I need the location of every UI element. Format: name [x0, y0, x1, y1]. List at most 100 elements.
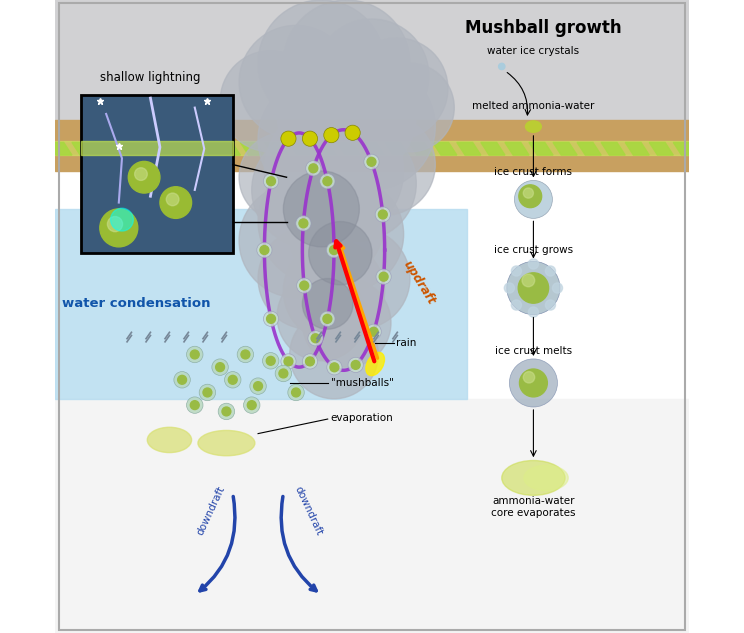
Circle shape — [519, 185, 542, 208]
Circle shape — [306, 161, 321, 176]
Circle shape — [111, 208, 133, 231]
Bar — [56, 399, 688, 633]
Text: ice crust grows: ice crust grows — [494, 245, 573, 255]
Bar — [56, 0, 688, 127]
Circle shape — [545, 300, 556, 310]
Polygon shape — [697, 142, 722, 155]
Polygon shape — [48, 142, 72, 155]
Circle shape — [128, 161, 160, 193]
Circle shape — [264, 101, 404, 241]
Polygon shape — [312, 142, 336, 155]
Circle shape — [514, 180, 552, 218]
Text: Mushball growth: Mushball growth — [464, 20, 621, 37]
Circle shape — [334, 114, 435, 215]
Polygon shape — [601, 142, 625, 155]
Circle shape — [187, 346, 203, 363]
Polygon shape — [433, 142, 457, 155]
Circle shape — [323, 315, 332, 323]
Circle shape — [199, 384, 216, 401]
Circle shape — [302, 127, 417, 241]
Polygon shape — [168, 142, 192, 155]
Circle shape — [263, 353, 279, 369]
Circle shape — [379, 272, 388, 281]
Text: evaporation: evaporation — [331, 413, 394, 423]
Circle shape — [552, 283, 562, 293]
Circle shape — [327, 242, 341, 258]
Circle shape — [309, 164, 318, 173]
Polygon shape — [240, 142, 264, 155]
Circle shape — [507, 261, 560, 315]
Circle shape — [257, 242, 272, 258]
Bar — [56, 0, 688, 127]
Circle shape — [523, 372, 535, 383]
Circle shape — [504, 283, 514, 293]
Text: ice crust melts: ice crust melts — [495, 346, 572, 356]
Circle shape — [519, 273, 548, 303]
Circle shape — [160, 187, 192, 218]
Circle shape — [330, 246, 339, 254]
Text: rain: rain — [396, 338, 417, 348]
Text: ammonia-water
core evaporates: ammonia-water core evaporates — [491, 496, 576, 518]
Circle shape — [277, 272, 365, 361]
Ellipse shape — [501, 461, 565, 495]
Polygon shape — [361, 142, 385, 155]
Circle shape — [523, 188, 533, 198]
Circle shape — [511, 266, 522, 276]
Circle shape — [266, 356, 275, 365]
Circle shape — [498, 63, 505, 70]
Polygon shape — [577, 142, 601, 155]
Circle shape — [297, 278, 312, 293]
Text: "mushballs": "mushballs" — [331, 378, 394, 388]
Circle shape — [308, 330, 323, 346]
Circle shape — [258, 76, 385, 203]
Polygon shape — [336, 142, 361, 155]
Ellipse shape — [366, 353, 385, 375]
Circle shape — [279, 369, 288, 378]
Polygon shape — [192, 142, 217, 155]
Circle shape — [258, 158, 385, 285]
Polygon shape — [625, 142, 650, 155]
Circle shape — [323, 177, 332, 185]
Polygon shape — [457, 142, 481, 155]
Circle shape — [107, 216, 123, 232]
Circle shape — [289, 177, 404, 291]
Text: downdraft: downdraft — [293, 484, 324, 537]
Circle shape — [302, 131, 318, 146]
Circle shape — [347, 38, 448, 139]
Polygon shape — [144, 142, 168, 155]
Ellipse shape — [525, 121, 542, 132]
Circle shape — [203, 388, 212, 397]
Text: downdraft: downdraft — [195, 484, 226, 537]
Circle shape — [369, 327, 378, 336]
Circle shape — [302, 279, 353, 329]
Circle shape — [250, 378, 266, 394]
Polygon shape — [481, 142, 505, 155]
Bar — [56, 209, 467, 399]
Text: water condensation: water condensation — [62, 298, 211, 310]
Circle shape — [288, 384, 304, 401]
Circle shape — [263, 311, 279, 327]
Circle shape — [100, 209, 138, 247]
Polygon shape — [72, 142, 96, 155]
Bar — [81, 141, 233, 155]
Text: melted ammonia-water: melted ammonia-water — [472, 101, 594, 111]
Circle shape — [216, 363, 225, 372]
Circle shape — [239, 133, 327, 222]
Polygon shape — [553, 142, 577, 155]
Text: ice crust forms: ice crust forms — [495, 166, 572, 177]
Circle shape — [277, 44, 417, 184]
Circle shape — [284, 357, 293, 366]
Circle shape — [367, 158, 376, 166]
Circle shape — [375, 207, 391, 222]
Circle shape — [292, 388, 301, 397]
Circle shape — [228, 375, 237, 384]
Circle shape — [365, 63, 455, 152]
Circle shape — [266, 177, 275, 185]
Circle shape — [379, 210, 388, 219]
Polygon shape — [96, 142, 120, 155]
Circle shape — [351, 361, 360, 370]
Circle shape — [280, 354, 296, 369]
Circle shape — [263, 173, 279, 189]
Circle shape — [254, 382, 263, 391]
Circle shape — [302, 279, 391, 367]
